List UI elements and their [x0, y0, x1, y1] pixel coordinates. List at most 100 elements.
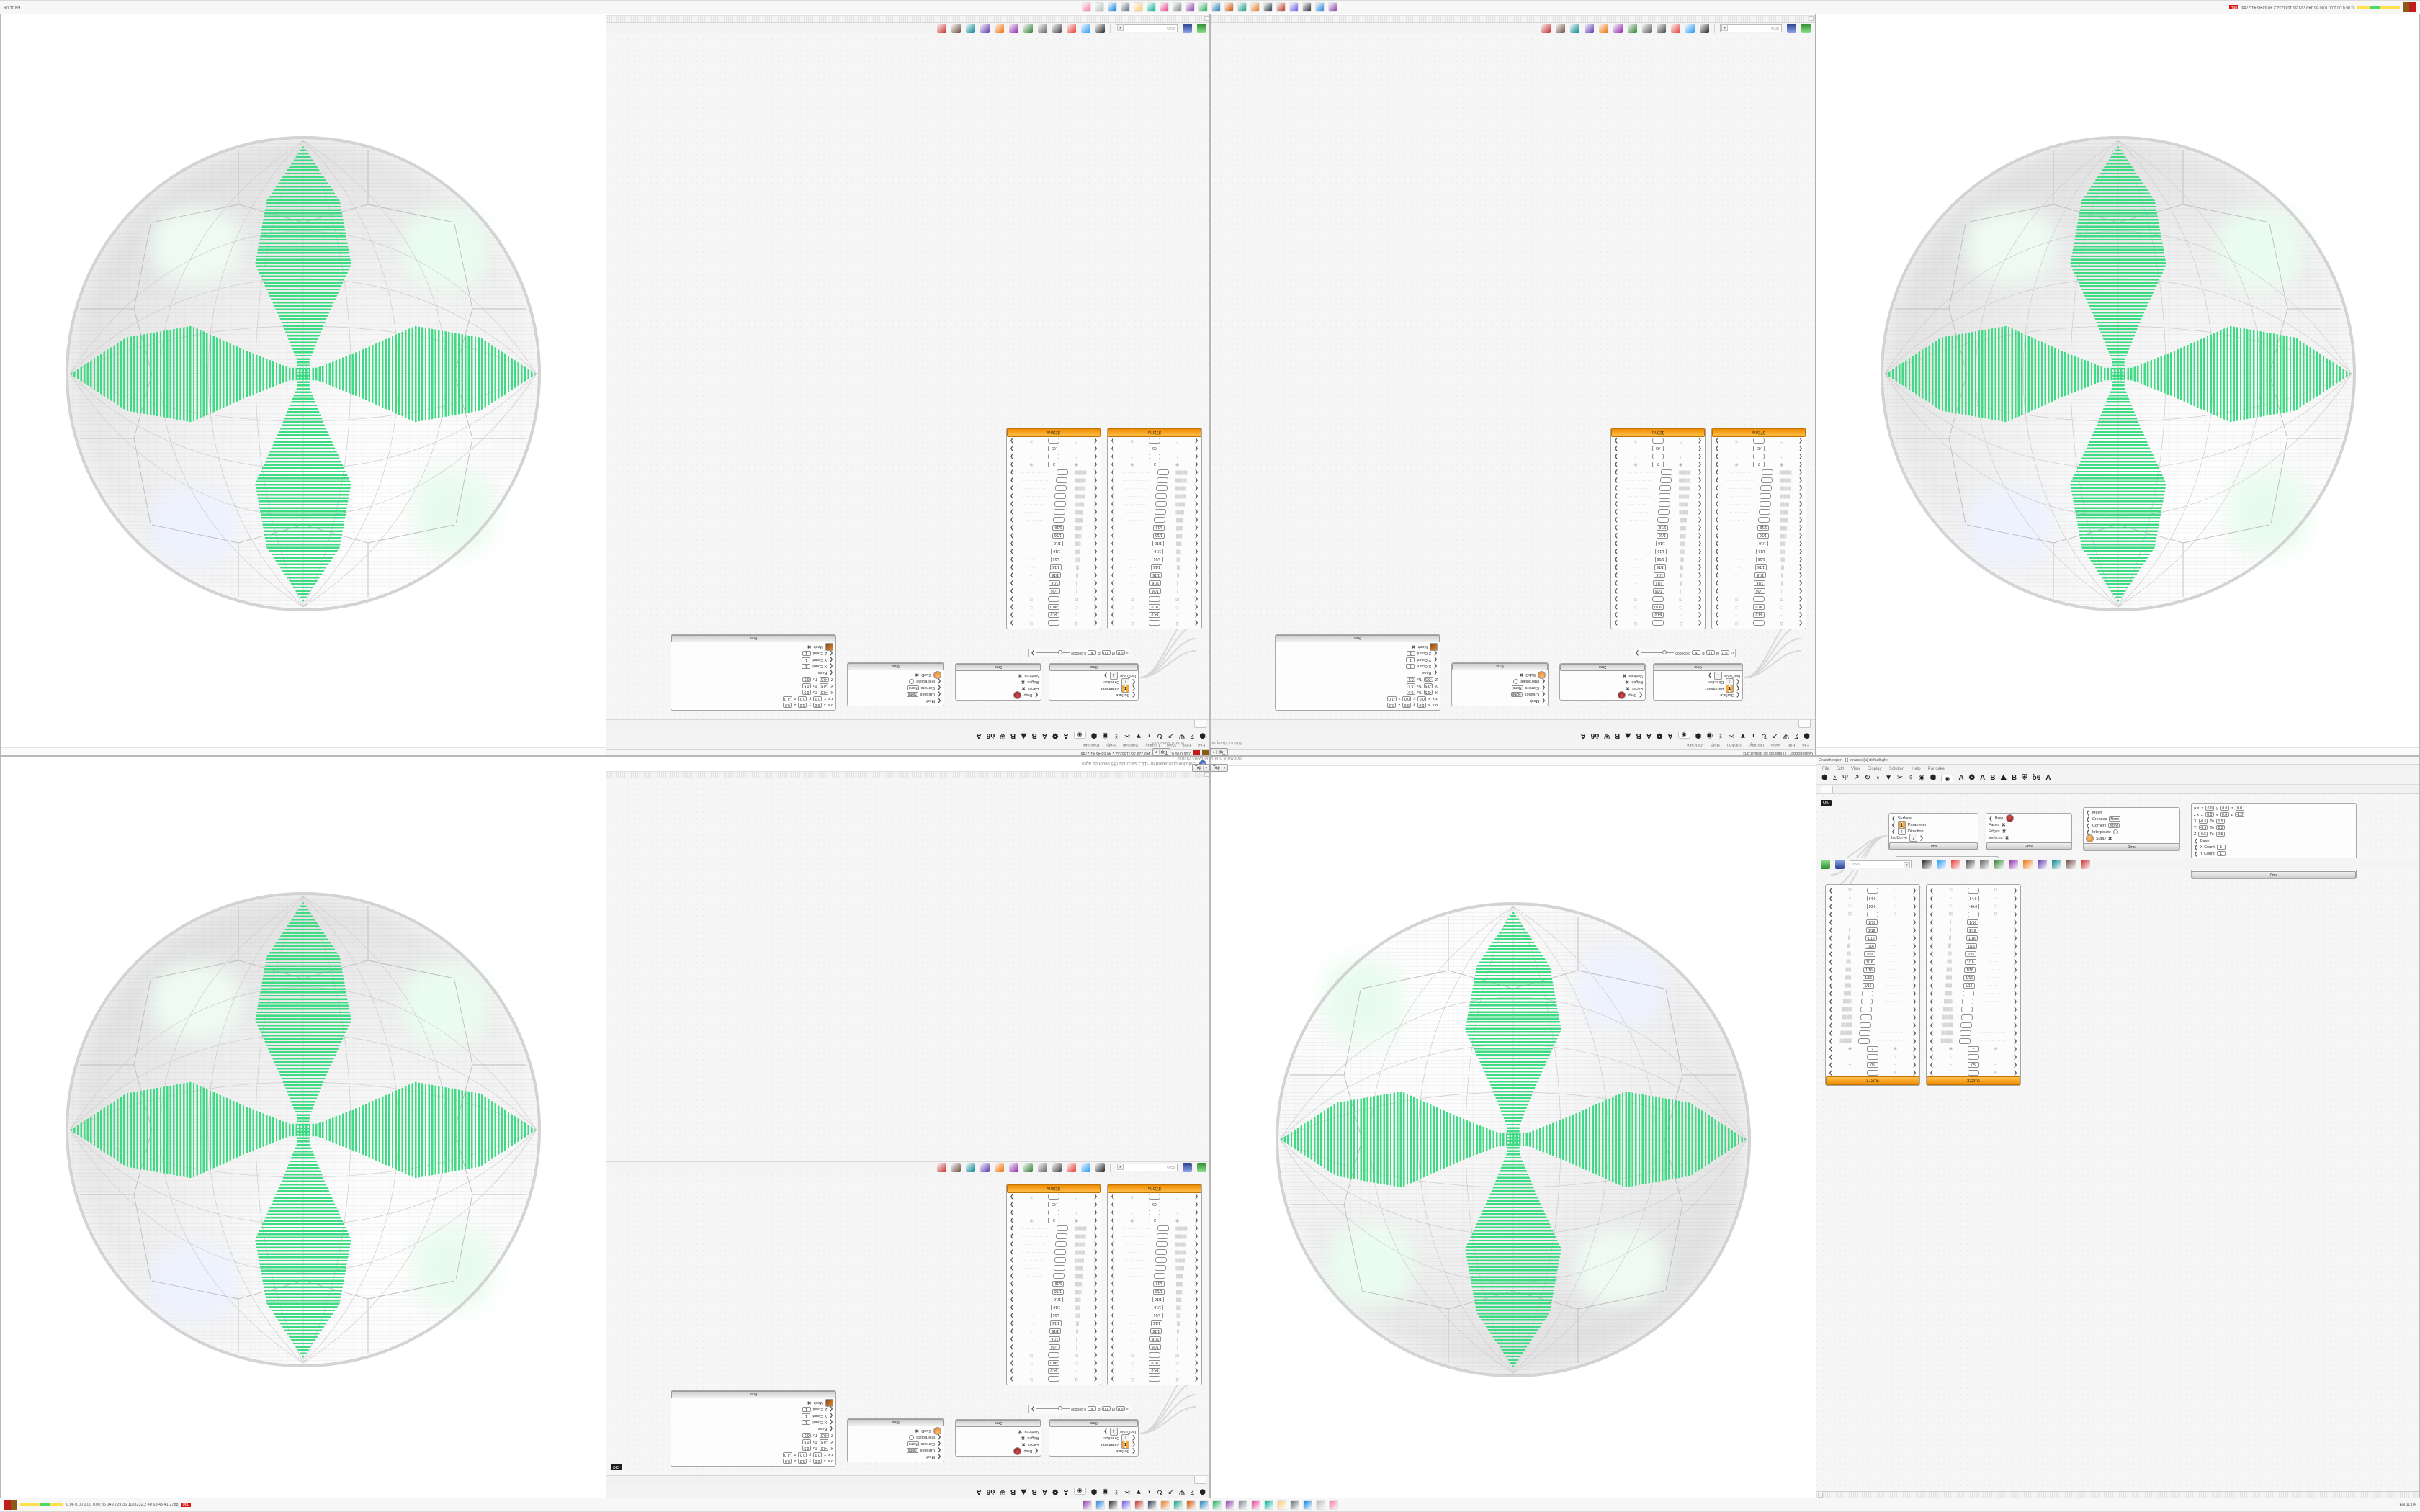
gh-domain-from[interactable]: -0.5 — [819, 683, 829, 688]
gh-input-port[interactable]: ❮ — [829, 657, 833, 662]
gh-output-port[interactable]: ❯ — [1111, 596, 1115, 602]
sets-icon[interactable]: Ψ — [1783, 732, 1790, 739]
gh-input-port[interactable]: ❮ — [1093, 1257, 1098, 1263]
gh-output-port[interactable]: ❯ — [1715, 541, 1719, 546]
vscode-icon[interactable] — [1224, 1500, 1234, 1510]
gh-output-port[interactable]: ✖ — [915, 672, 920, 678]
gh-node-subd[interactable]: ❮ Mesh ❮ Creases None ❮ Corners None ❮ Interpolat… — [847, 1418, 944, 1462]
gh-domain-from[interactable]: -0.5 — [819, 1439, 829, 1444]
gh-parameter-value-empty[interactable] — [1960, 1014, 1973, 1020]
gimp-icon[interactable] — [1173, 2, 1183, 12]
gh-parameter-value[interactable]: 1/16 — [1865, 935, 1877, 941]
gh-input-port[interactable]: ❮ — [1930, 975, 1934, 981]
gh-parameter-value-empty[interactable] — [1761, 469, 1773, 476]
gh-node-box-value[interactable]: 0.0 — [2235, 806, 2244, 811]
gh-parameter-value-empty[interactable] — [1048, 1376, 1060, 1382]
gh-output-port[interactable]: ❯ — [1111, 1241, 1115, 1247]
gh-input-port[interactable]: ❮ — [2086, 829, 2090, 835]
gh-parameter-value-empty[interactable] — [1859, 1030, 1871, 1036]
gh-output-port[interactable]: ✖ — [1622, 672, 1627, 678]
gh-output-port[interactable]: ❯ — [1010, 446, 1014, 451]
gh-output-port[interactable]: ❯ — [1111, 1297, 1115, 1302]
gh-input-port[interactable]: ❮ — [1798, 564, 1803, 570]
gh-input-port[interactable]: ❮ — [1194, 469, 1198, 475]
gh-input-port[interactable]: ❮ — [1698, 469, 1702, 475]
sphere-object[interactable] — [1881, 136, 2356, 612]
gh-output-port[interactable]: ❯ — [1715, 454, 1719, 459]
gh-parameter-value[interactable]: 1/16 — [1050, 557, 1062, 563]
gh-node-isocurve[interactable]: ❮Surface❮Parameter❮↑DirectionIsoCurve↓❯0… — [1049, 663, 1139, 701]
gh-parameter-value-empty[interactable] — [1659, 477, 1672, 484]
b-letter-icon[interactable]: B — [1031, 732, 1037, 739]
landscape-icon[interactable]: ⛰ — [1021, 732, 1027, 739]
gh-output-port[interactable]: ❯ — [1715, 564, 1719, 570]
gh-input-port[interactable]: ❮ — [1093, 533, 1098, 539]
gh-input-port[interactable]: ❮ — [1194, 1328, 1198, 1334]
sets-icon[interactable]: Ψ — [1842, 774, 1849, 782]
plug-icon[interactable] — [1052, 24, 1062, 34]
gh-output-port[interactable]: ❯ — [1010, 1202, 1014, 1207]
gh-input-port[interactable]: ❮ — [1093, 1289, 1098, 1295]
gh-parameter-value[interactable]: .05 — [1967, 1061, 1979, 1068]
gh-input-port[interactable]: ❮ — [1194, 1273, 1198, 1279]
gh-input-port[interactable]: ❮ — [1194, 564, 1198, 570]
gh-output-port[interactable]: ❯ — [1111, 446, 1115, 451]
gh-output-port[interactable]: ❯ — [1919, 835, 1924, 841]
gh-input-port[interactable]: ❮ — [829, 1426, 833, 1431]
gh-parameter-value[interactable]: 1/16 — [1863, 966, 1875, 973]
gh-input-port[interactable]: ❮ — [1093, 493, 1098, 499]
gh-output-port[interactable]: ❯ — [1111, 1202, 1115, 1207]
gh-node-subd[interactable]: ❮ Mesh ❮ Creases None ❮ Corners None ❮ Interpolat… — [2083, 807, 2180, 851]
gh-output-port[interactable]: ❯ — [1614, 533, 1618, 539]
gh-output-port[interactable]: ✖ — [1018, 1428, 1023, 1434]
gh-parameter-value[interactable]: 64.0 — [1149, 612, 1161, 618]
gh-parameter-panel[interactable]: ❮ Ω Ω ❯ ❮ ○ 64.0 ○ ❯ ❮ □ -90.0 □ ❯ ❮ ⊡ ⊡ ❯ ❮ | 1/16 · ❯ ❮ || 1/16… — [1006, 1184, 1101, 1385]
gh-output-port[interactable]: ❯ — [1010, 438, 1014, 444]
gh-parameter-value[interactable]: 1/16 — [1151, 1313, 1163, 1319]
gh-input-port[interactable]: ❮ — [1829, 904, 1833, 909]
gh-node-box-count-value[interactable]: 1 — [802, 1407, 811, 1412]
gh-parameter-value[interactable]: 1/16 — [1963, 974, 1976, 981]
gh-parameter-value[interactable]: 2 — [1652, 462, 1664, 468]
scroll-thumb[interactable] — [1818, 1493, 1823, 1498]
gh-output-port[interactable]: ❯ — [1010, 1313, 1014, 1318]
gh-input-port[interactable]: ❮ — [1989, 816, 1993, 822]
gh-input-port[interactable]: ❮ — [1829, 1014, 1833, 1020]
gh-input-port[interactable]: ❮ — [1194, 1210, 1198, 1215]
gh-parameter-value[interactable]: 2 — [1048, 462, 1060, 468]
gh-output-port[interactable]: ❯ — [1912, 1054, 1917, 1060]
gh-canvas-br[interactable]: o x x 0.0 y 0.0 z 0.0 z x x 0.0 y 0.0 z -1.0 X -0.5 To 0.… — [1816, 794, 2419, 1491]
vertical-sep-icon[interactable]: A — [2045, 774, 2051, 782]
vertical-sep-icon[interactable]: A — [1580, 732, 1586, 739]
gh-output-port[interactable]: ❯ — [1111, 1336, 1115, 1342]
bake-icon[interactable] — [1671, 24, 1680, 34]
gh-parameter-value-empty[interactable] — [1760, 493, 1772, 500]
gh-parameter-value-empty[interactable] — [1149, 620, 1161, 626]
gh-output-port[interactable]: ❯ — [1010, 525, 1014, 531]
gh-output-port[interactable]: ❯ — [1715, 572, 1719, 578]
gh-parameter-value[interactable]: 1/16 — [1049, 1320, 1062, 1327]
gh-slider-min[interactable]: 0.0 — [1116, 650, 1125, 656]
gh-output-port[interactable]: ❯ — [1111, 1289, 1115, 1295]
workspace-strip-icon[interactable] — [2357, 6, 2400, 9]
gh-input-port[interactable]: ❮ — [1930, 904, 1934, 909]
gh-menu-item-help[interactable]: Help — [1711, 742, 1720, 747]
gh-output-port[interactable]: ❯ — [1912, 1070, 1917, 1076]
gh-output-port[interactable]: ❯ — [1010, 1376, 1014, 1382]
shield-icon[interactable]: ⛨ — [1604, 732, 1610, 739]
gh-input-port[interactable]: ❮ — [1829, 919, 1833, 925]
gh-parameter-value-empty[interactable] — [1154, 517, 1166, 523]
display-icon[interactable]: ◉ — [1706, 732, 1713, 739]
gh-input-port[interactable]: ❮ — [1093, 1344, 1098, 1350]
gh-icon[interactable] — [1134, 2, 1144, 12]
gh-node-box-count-value[interactable]: 1 — [802, 651, 811, 656]
gh-parameter-value-empty[interactable] — [1149, 596, 1161, 603]
gh-hscrollbar[interactable] — [606, 15, 1209, 22]
rhino-stage-tr[interactable] — [1816, 1, 2419, 747]
gh-input-port[interactable]: ❮ — [1698, 454, 1702, 459]
scroll-thumb[interactable] — [1809, 16, 1814, 21]
vector-icon[interactable]: ↗ — [1772, 732, 1778, 739]
krita-icon[interactable] — [1289, 1500, 1299, 1510]
gh-parameter-value-empty[interactable] — [1056, 469, 1068, 476]
gh-input-port[interactable]: ❮ — [1194, 509, 1198, 515]
